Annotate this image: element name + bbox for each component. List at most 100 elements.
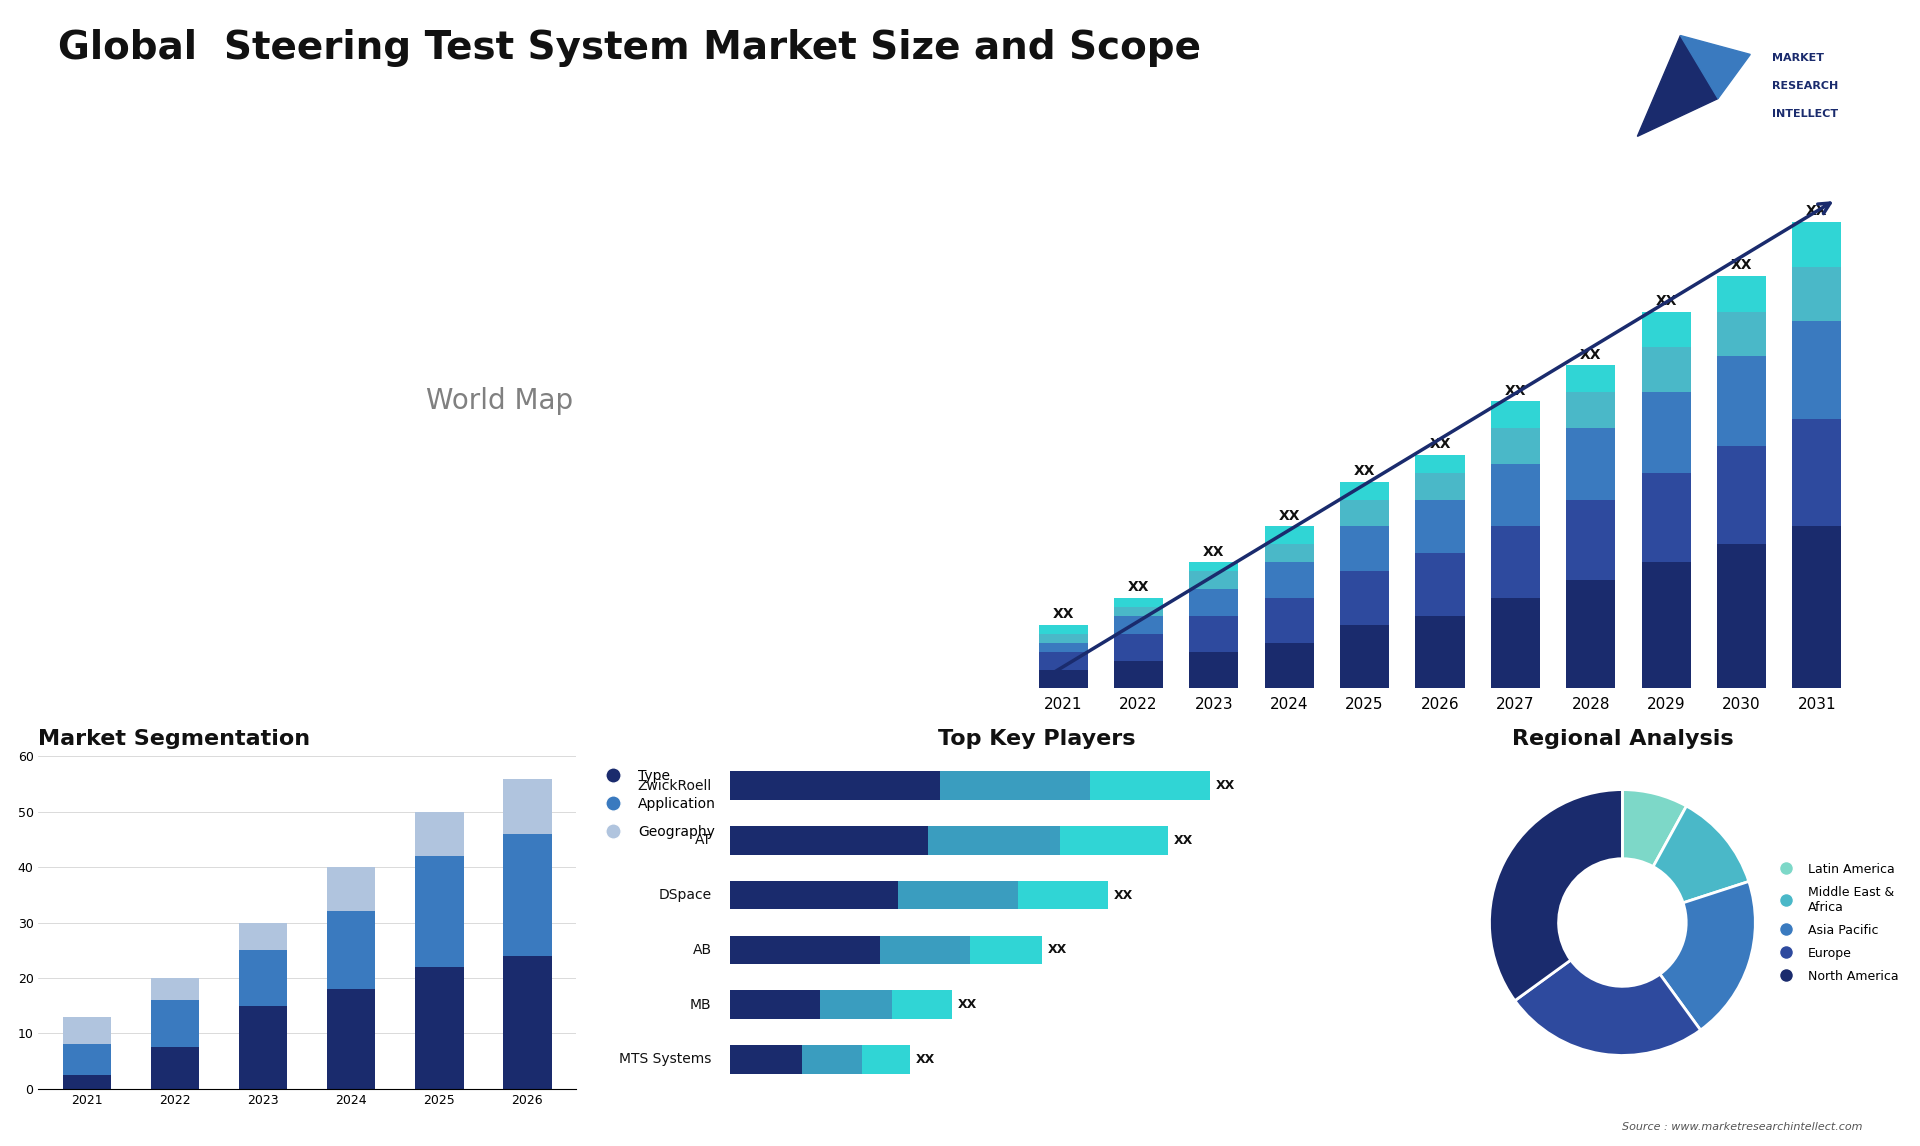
Text: MTS Systems: MTS Systems bbox=[620, 1052, 712, 1067]
Polygon shape bbox=[1638, 36, 1718, 136]
Bar bbox=[1793, 419, 1841, 526]
Bar bbox=[1793, 222, 1841, 267]
Text: INTELLECT: INTELLECT bbox=[1772, 109, 1837, 119]
Bar bbox=[1188, 652, 1238, 688]
Bar bbox=[1642, 312, 1692, 347]
Bar bbox=[326, 989, 376, 1089]
Bar bbox=[1567, 366, 1615, 392]
Text: XX: XX bbox=[1505, 384, 1526, 398]
Bar bbox=[1265, 598, 1313, 643]
Bar bbox=[503, 778, 551, 834]
Bar bbox=[1188, 589, 1238, 617]
Bar bbox=[1039, 652, 1087, 669]
Bar bbox=[238, 923, 288, 950]
Bar bbox=[730, 990, 820, 1019]
Text: MARKET: MARKET bbox=[1772, 53, 1824, 63]
Text: RESEARCH: RESEARCH bbox=[1772, 81, 1837, 91]
Title: Regional Analysis: Regional Analysis bbox=[1511, 729, 1734, 749]
Bar bbox=[1492, 526, 1540, 598]
Text: XX: XX bbox=[1215, 779, 1235, 792]
Text: XX: XX bbox=[1428, 438, 1452, 452]
Bar bbox=[1188, 571, 1238, 589]
Bar bbox=[1114, 661, 1164, 688]
Text: XX: XX bbox=[1354, 464, 1375, 478]
Bar bbox=[1265, 563, 1313, 598]
Bar bbox=[1567, 427, 1615, 500]
Wedge shape bbox=[1661, 881, 1755, 1030]
Text: Source : www.marketresearchintellect.com: Source : www.marketresearchintellect.com bbox=[1622, 1122, 1862, 1132]
Bar bbox=[1492, 427, 1540, 464]
Bar bbox=[1340, 526, 1388, 571]
Bar bbox=[1642, 563, 1692, 688]
Bar bbox=[1567, 392, 1615, 427]
Bar bbox=[1567, 500, 1615, 580]
Text: Global  Steering Test System Market Size and Scope: Global Steering Test System Market Size … bbox=[58, 29, 1200, 66]
Bar bbox=[326, 868, 376, 911]
Text: XX: XX bbox=[1279, 509, 1300, 523]
Bar bbox=[730, 1045, 803, 1074]
Bar bbox=[1415, 500, 1465, 554]
Bar bbox=[1340, 481, 1388, 500]
Bar bbox=[1642, 392, 1692, 472]
Bar bbox=[152, 1047, 200, 1089]
Text: ZwickRoell: ZwickRoell bbox=[637, 778, 712, 793]
Bar bbox=[1642, 472, 1692, 563]
Bar bbox=[730, 881, 899, 910]
Bar bbox=[415, 856, 463, 967]
Bar bbox=[1642, 347, 1692, 392]
Bar bbox=[152, 1000, 200, 1047]
Bar bbox=[1340, 500, 1388, 526]
Bar bbox=[1793, 321, 1841, 419]
Bar bbox=[891, 990, 952, 1019]
Bar bbox=[63, 1075, 111, 1089]
Bar bbox=[1793, 267, 1841, 321]
Bar bbox=[1114, 634, 1164, 661]
Wedge shape bbox=[1622, 790, 1686, 866]
Text: AT: AT bbox=[695, 833, 712, 847]
Bar bbox=[899, 881, 1018, 910]
Bar bbox=[415, 967, 463, 1089]
Bar bbox=[1716, 276, 1766, 312]
Bar bbox=[238, 950, 288, 1006]
Text: XX: XX bbox=[1048, 943, 1068, 957]
Bar bbox=[1340, 571, 1388, 625]
Bar bbox=[1265, 544, 1313, 563]
Text: World Map: World Map bbox=[426, 387, 572, 415]
Bar bbox=[1415, 554, 1465, 617]
Bar bbox=[1567, 580, 1615, 688]
Bar bbox=[1039, 643, 1087, 652]
Text: DSpace: DSpace bbox=[659, 888, 712, 902]
Bar bbox=[1492, 598, 1540, 688]
Bar bbox=[1716, 446, 1766, 544]
Bar bbox=[415, 811, 463, 856]
Bar bbox=[1060, 826, 1167, 855]
Bar bbox=[803, 1045, 862, 1074]
Text: XX: XX bbox=[1655, 295, 1676, 308]
Bar bbox=[503, 956, 551, 1089]
Bar bbox=[730, 826, 927, 855]
Text: Market Segmentation: Market Segmentation bbox=[38, 729, 311, 749]
Bar bbox=[1114, 617, 1164, 634]
Text: XX: XX bbox=[1807, 204, 1828, 219]
Title: Top Key Players: Top Key Players bbox=[939, 729, 1135, 749]
Bar bbox=[1716, 356, 1766, 446]
Text: XX: XX bbox=[1730, 258, 1753, 273]
Text: XX: XX bbox=[1204, 544, 1225, 558]
Bar bbox=[1492, 401, 1540, 427]
Legend: Type, Application, Geography: Type, Application, Geography bbox=[593, 763, 722, 845]
Bar bbox=[1039, 625, 1087, 634]
Bar bbox=[1188, 617, 1238, 652]
Bar bbox=[1265, 643, 1313, 688]
Bar bbox=[730, 935, 879, 964]
Bar bbox=[730, 771, 939, 800]
Bar bbox=[238, 1006, 288, 1089]
Bar bbox=[1415, 472, 1465, 500]
Bar bbox=[1492, 464, 1540, 526]
Bar bbox=[1018, 881, 1108, 910]
Bar bbox=[1089, 771, 1210, 800]
Legend: Latin America, Middle East &
Africa, Asia Pacific, Europe, North America: Latin America, Middle East & Africa, Asi… bbox=[1768, 857, 1905, 988]
Bar bbox=[503, 834, 551, 956]
Bar bbox=[152, 978, 200, 1000]
Bar bbox=[326, 911, 376, 989]
Bar bbox=[1415, 455, 1465, 472]
